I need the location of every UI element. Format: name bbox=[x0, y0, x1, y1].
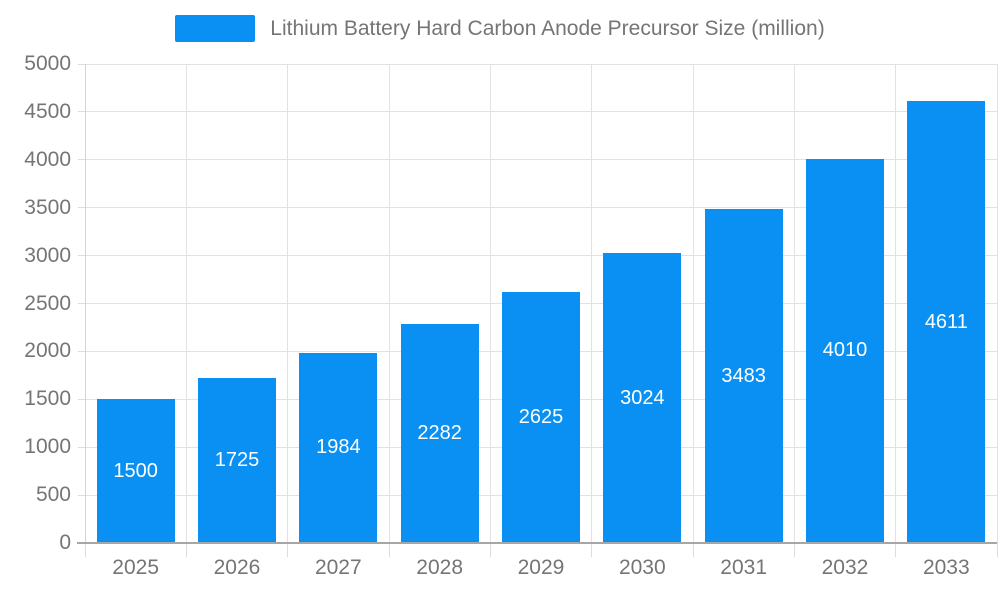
y-gridline bbox=[85, 63, 997, 65]
x-gridline bbox=[489, 64, 491, 543]
x-axis-label: 2027 bbox=[314, 556, 362, 579]
legend[interactable]: Lithium Battery Hard Carbon Anode Precur… bbox=[0, 15, 1000, 42]
bar-value-label: 3483 bbox=[721, 364, 766, 387]
y-gridline bbox=[85, 255, 997, 257]
y-axis-label: 3500 bbox=[24, 195, 71, 219]
y-axis-tick bbox=[78, 446, 85, 448]
bar-value-label: 1725 bbox=[214, 448, 260, 471]
y-axis-tick bbox=[78, 111, 85, 113]
bar-2032: 4010 bbox=[806, 158, 884, 543]
bar-2029: 2625 bbox=[502, 291, 580, 543]
x-axis-label: 2033 bbox=[922, 556, 970, 579]
x-gridline bbox=[185, 64, 187, 543]
y-gridline bbox=[85, 111, 997, 113]
x-axis-label: 2030 bbox=[618, 556, 666, 579]
x-axis-tick bbox=[793, 543, 795, 557]
x-gridline bbox=[692, 64, 694, 543]
x-axis-tick bbox=[489, 543, 491, 557]
x-axis-label: 2026 bbox=[213, 556, 261, 579]
bar-2026: 1725 bbox=[198, 377, 276, 543]
y-axis-label: 3000 bbox=[24, 243, 71, 267]
y-axis-label: 4000 bbox=[24, 147, 71, 171]
x-axis-label: 2032 bbox=[821, 556, 869, 579]
y-axis-tick bbox=[78, 494, 85, 496]
x-gridline bbox=[793, 64, 795, 543]
x-axis-tick bbox=[84, 543, 86, 557]
bar-2030: 3024 bbox=[603, 253, 682, 543]
y-axis-tick bbox=[78, 398, 85, 400]
bar-value-label: 2625 bbox=[518, 405, 564, 428]
x-axis-label: 2031 bbox=[720, 556, 768, 579]
x-gridline bbox=[591, 64, 593, 543]
bar-value-label: 2282 bbox=[417, 422, 462, 445]
y-axis-label: 1500 bbox=[24, 387, 71, 411]
y-axis-label: 1000 bbox=[24, 435, 71, 459]
x-gridline bbox=[287, 64, 289, 543]
bar-2027: 1984 bbox=[299, 352, 378, 543]
y-axis-tick bbox=[78, 303, 85, 304]
y-axis-label: 0 bbox=[59, 531, 71, 554]
x-gridline bbox=[895, 64, 897, 543]
y-axis-tick bbox=[78, 207, 85, 209]
y-axis-tick bbox=[78, 63, 85, 65]
bar-2031: 3483 bbox=[704, 209, 783, 543]
bar-value-label: 3024 bbox=[620, 386, 665, 409]
x-axis-label: 2029 bbox=[517, 556, 565, 579]
bar-value-label: 4611 bbox=[924, 310, 968, 333]
y-gridline bbox=[85, 159, 997, 161]
bar-value-label: 1500 bbox=[113, 459, 158, 482]
y-axis-label: 2500 bbox=[24, 291, 71, 315]
y-axis-label: 2000 bbox=[24, 339, 71, 363]
y-axis-tick bbox=[78, 159, 85, 161]
y-axis-line bbox=[84, 64, 86, 543]
bar-2033: 4611 bbox=[907, 101, 986, 543]
x-axis-label: 2028 bbox=[416, 556, 464, 579]
x-axis-label: 2025 bbox=[112, 556, 160, 579]
y-axis-label: 5000 bbox=[24, 52, 71, 75]
x-axis-tick bbox=[895, 543, 897, 557]
y-gridline bbox=[85, 207, 997, 209]
y-axis-label: 500 bbox=[35, 483, 71, 507]
bar-2028: 2282 bbox=[400, 324, 479, 543]
x-gridline bbox=[388, 64, 390, 543]
x-axis-tick bbox=[388, 543, 390, 557]
plot-area: 0 500 1000 1500 2000 2500 3000 3500 4000 4500 5000… bbox=[24, 52, 998, 579]
y-axis-tick bbox=[78, 255, 85, 257]
legend-label: Lithium Battery Hard Carbon Anode Precur… bbox=[270, 17, 825, 40]
x-gridline bbox=[996, 64, 998, 543]
x-axis-tick bbox=[996, 543, 998, 557]
y-axis-tick bbox=[78, 350, 85, 352]
bar-2025: 1500 bbox=[96, 399, 175, 543]
y-axis-label: 4500 bbox=[24, 99, 71, 123]
bar-value-label: 1984 bbox=[316, 436, 361, 459]
x-axis-tick bbox=[591, 543, 593, 557]
x-axis-tick bbox=[287, 543, 289, 557]
x-axis-line bbox=[77, 542, 997, 544]
x-axis-tick bbox=[692, 543, 694, 557]
x-axis-tick bbox=[185, 543, 187, 557]
legend-swatch-icon bbox=[175, 15, 256, 42]
bar-value-label: 4010 bbox=[822, 339, 868, 362]
